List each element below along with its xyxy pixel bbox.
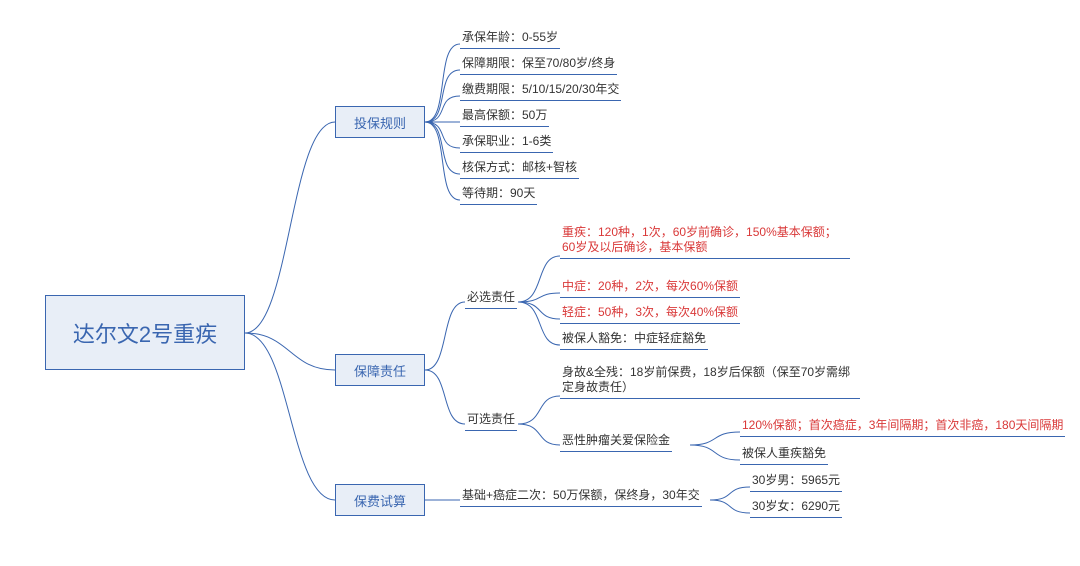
coverage-critical: 重疾：120种，1次，60岁前确诊，150%基本保额；60岁及以后确诊，基本保额	[560, 225, 850, 259]
coverage-moderate: 中症：20种，2次，每次60%保额	[560, 279, 740, 298]
rule-age: 承保年龄：0-55岁	[460, 30, 560, 49]
branch-premium: 保费试算	[335, 484, 425, 516]
branch-insurance-rules: 投保规则	[335, 106, 425, 138]
coverage-tumor-label: 恶性肿瘤关爱保险金	[560, 431, 672, 452]
coverage-waiver2: 被保人重疾豁免	[740, 446, 828, 465]
premium-female: 30岁女：6290元	[750, 499, 842, 518]
rule-underwriting: 核保方式：邮核+智核	[460, 160, 579, 179]
coverage-mild: 轻症：50种，3次，每次40%保额	[560, 305, 740, 324]
rule-term: 保障期限：保至70/80岁/终身	[460, 56, 617, 75]
rule-occupation: 承保职业：1-6类	[460, 134, 553, 153]
premium-desc: 基础+癌症二次：50万保额，保终身，30年交	[460, 486, 702, 507]
sub-required: 必选责任	[465, 288, 517, 309]
coverage-death: 身故&全残：18岁前保费，18岁后保额（保至70岁需绑定身故责任）	[560, 365, 860, 399]
rule-max-amount: 最高保额：50万	[460, 108, 549, 127]
coverage-tumor-detail: 120%保额；首次癌症，3年间隔期；首次非癌，180天间隔期	[740, 418, 1065, 437]
root-node: 达尔文2号重疾	[45, 295, 245, 370]
premium-male: 30岁男：5965元	[750, 473, 842, 492]
branch-label: 投保规则	[354, 113, 406, 132]
branch-coverage: 保障责任	[335, 354, 425, 386]
root-label: 达尔文2号重疾	[73, 317, 217, 349]
rule-payment: 缴费期限：5/10/15/20/30年交	[460, 82, 621, 101]
rule-waiting: 等待期：90天	[460, 186, 537, 205]
branch-label: 保费试算	[354, 491, 406, 510]
sub-optional: 可选责任	[465, 410, 517, 431]
branch-label: 保障责任	[354, 361, 406, 380]
mindmap-container: 达尔文2号重疾 投保规则 承保年龄：0-55岁 保障期限：保至70/80岁/终身…	[0, 0, 1080, 566]
coverage-waiver1: 被保人豁免：中症轻症豁免	[560, 331, 708, 350]
